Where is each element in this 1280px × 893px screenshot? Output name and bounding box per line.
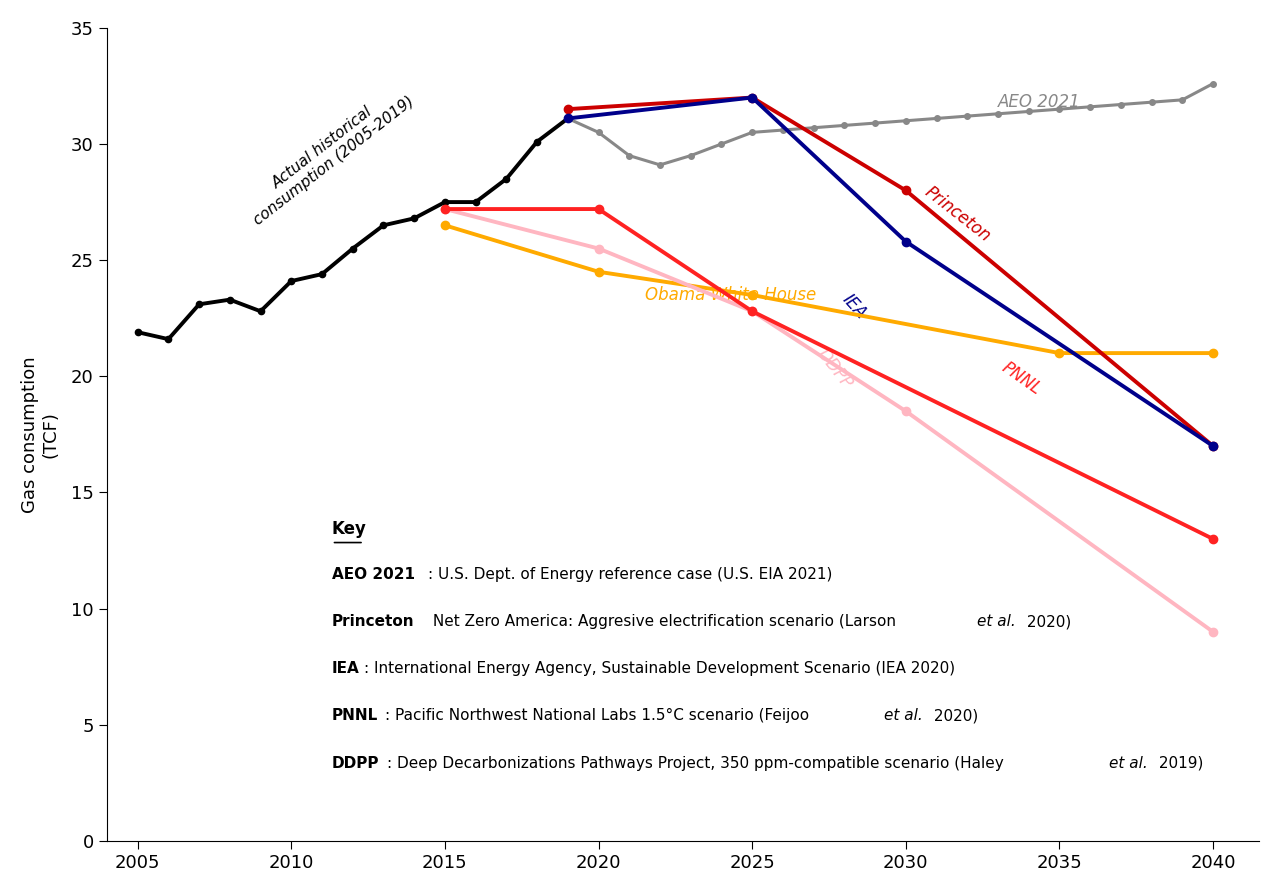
Text: Obama White House: Obama White House bbox=[645, 286, 815, 304]
Text: Princeton: Princeton bbox=[332, 614, 415, 629]
Text: et al.: et al. bbox=[883, 708, 923, 723]
Text: et al.: et al. bbox=[1108, 755, 1148, 771]
Text: : Pacific Northwest National Labs 1.5°C scenario (Feijoo: : Pacific Northwest National Labs 1.5°C … bbox=[385, 708, 814, 723]
Text: DDPP: DDPP bbox=[814, 345, 856, 392]
Y-axis label: Gas consumption
(TCF): Gas consumption (TCF) bbox=[20, 356, 60, 513]
Text: : Deep Decarbonizations Pathways Project, 350 ppm-compatible scenario (Haley: : Deep Decarbonizations Pathways Project… bbox=[387, 755, 1009, 771]
Text: 2019): 2019) bbox=[1153, 755, 1203, 771]
Text: IEA: IEA bbox=[838, 290, 869, 322]
Text: : U.S. Dept. of Energy reference case (U.S. EIA 2021): : U.S. Dept. of Energy reference case (U… bbox=[428, 567, 832, 582]
Text: 2020): 2020) bbox=[1021, 614, 1071, 629]
Text: 2020): 2020) bbox=[929, 708, 978, 723]
Text: Princeton: Princeton bbox=[922, 183, 995, 246]
Text: Net Zero America: Aggresive electrification scenario (Larson: Net Zero America: Aggresive electrificat… bbox=[428, 614, 900, 629]
Text: et al.: et al. bbox=[977, 614, 1015, 629]
Text: PNNL: PNNL bbox=[998, 359, 1044, 399]
Text: AEO 2021: AEO 2021 bbox=[998, 93, 1080, 111]
Text: PNNL: PNNL bbox=[332, 708, 378, 723]
Text: AEO 2021: AEO 2021 bbox=[332, 567, 415, 582]
Text: : International Energy Agency, Sustainable Development Scenario (IEA 2020): : International Energy Agency, Sustainab… bbox=[364, 662, 955, 676]
Text: DDPP: DDPP bbox=[332, 755, 379, 771]
Text: Actual historical
consumption (2005-2019): Actual historical consumption (2005-2019… bbox=[239, 80, 416, 229]
Text: Key: Key bbox=[332, 520, 366, 538]
Text: IEA: IEA bbox=[332, 662, 360, 676]
